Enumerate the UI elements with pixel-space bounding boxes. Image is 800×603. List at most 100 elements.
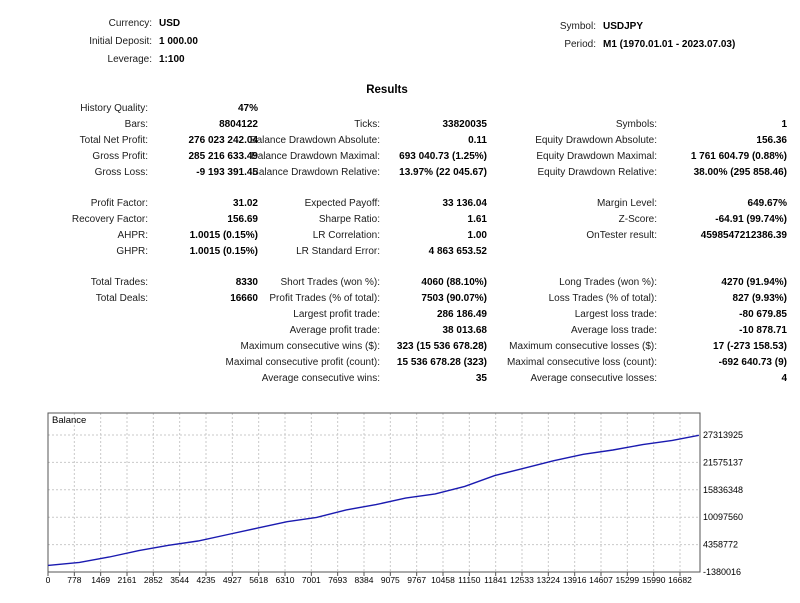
header-label: Period: xyxy=(564,38,596,50)
x-axis-label: 14607 xyxy=(589,575,613,585)
stat-label: Average consecutive losses: xyxy=(530,372,657,384)
x-axis-label: 9767 xyxy=(407,575,426,585)
stat-label: Equity Drawdown Absolute: xyxy=(535,134,657,146)
stat-label: Balance Drawdown Relative: xyxy=(252,166,380,178)
stat-value: 13.97% (22 045.67) xyxy=(399,166,487,178)
chart-canvas: 27313925 21575137 15836348 10097560 4358772 -… xyxy=(46,412,743,585)
y-axis-label: 15836348 xyxy=(703,485,743,495)
stats-row: Total Net Profit: 276 023 242.04 Balance D… xyxy=(0,132,787,148)
balance-line xyxy=(47,434,700,567)
stat-label: Bars: xyxy=(124,118,148,130)
x-axis-label: 12533 xyxy=(510,575,534,585)
stat-value: 285 216 633.49 xyxy=(188,150,258,162)
stats-row: Total Trades: 8330 Short Trades (won %): 40… xyxy=(0,274,787,290)
x-axis-label: 13916 xyxy=(563,575,587,585)
stat-label: Recovery Factor: xyxy=(71,213,148,225)
stat-value: 4 xyxy=(781,372,787,384)
stat-value: 38.00% (295 858.46) xyxy=(693,166,787,178)
header-label: Initial Deposit: xyxy=(89,35,152,47)
stat-label: Z-Score: xyxy=(618,213,657,225)
chart-title: Balance xyxy=(52,415,86,426)
stat-value: 35 xyxy=(475,372,487,384)
x-axis-label: 16682 xyxy=(668,575,692,585)
header-value: 1 000.00 xyxy=(159,35,198,47)
stat-label: Total Trades: xyxy=(90,276,148,288)
stats-row: AHPR: 1.0015 (0.15%) LR Correlation: 1.00 On… xyxy=(0,227,787,243)
stats-row: Total Deals: 16660 Profit Trades (% of tot… xyxy=(0,290,787,306)
header-value: USDJPY xyxy=(603,20,644,32)
stats-block: Total Trades: 8330 Short Trades (won %): 40… xyxy=(0,274,787,386)
stat-value: -10 878.71 xyxy=(739,324,787,336)
stat-value: 323 (15 536 678.28) xyxy=(396,340,487,352)
y-axis-label: -1380016 xyxy=(703,567,741,577)
stat-value: 649.67% xyxy=(747,197,787,209)
x-axis-label: 10458 xyxy=(431,575,455,585)
stats-block: Profit Factor: 31.02 Expected Payoff: 33 13… xyxy=(0,195,787,259)
y-axis-label: 21575137 xyxy=(703,457,743,467)
stat-value: 16660 xyxy=(230,292,258,304)
stat-value: 1 xyxy=(781,118,787,130)
x-axis-label: 2161 xyxy=(118,575,137,585)
header-value: USD xyxy=(159,17,181,29)
stat-label: Maximal consecutive profit (count): xyxy=(225,356,380,368)
stat-label: Sharpe Ratio: xyxy=(318,213,380,225)
stats-row: Largest profit trade: 286 186.49 Largest l… xyxy=(0,306,787,322)
stat-value: 17 (-273 158.53) xyxy=(713,340,787,352)
header-row: Leverage: 1:100 xyxy=(0,50,198,68)
stats-row: Recovery Factor: 156.69 Sharpe Ratio: 1.61 Z… xyxy=(0,211,787,227)
stat-value: 1.0015 (0.15%) xyxy=(189,245,258,257)
x-axis-label: 778 xyxy=(67,575,81,585)
stat-value: 4598547212386.39 xyxy=(700,229,787,241)
stat-value: 827 (9.93%) xyxy=(732,292,787,304)
header-label: Leverage: xyxy=(107,53,152,65)
header-right: Symbol: USDJPY Period: M1 (1970.01.01 - 202… xyxy=(468,17,735,53)
stats-row: Gross Profit: 285 216 633.49 Balance Drawd… xyxy=(0,148,787,164)
stat-value: 156.36 xyxy=(756,134,787,146)
stats-row: Profit Factor: 31.02 Expected Payoff: 33 13… xyxy=(0,195,787,211)
stat-value: 15 536 678.28 (323) xyxy=(396,356,487,368)
stat-value: 4270 (91.94%) xyxy=(721,276,787,288)
stat-label: GHPR: xyxy=(116,245,148,257)
stat-value: 276 023 242.04 xyxy=(188,134,258,146)
stat-value: 4060 (88.10%) xyxy=(421,276,487,288)
x-axis-label: 11841 xyxy=(484,575,507,585)
x-axis-label: 3544 xyxy=(170,575,189,585)
stat-label: Long Trades (won %): xyxy=(559,276,657,288)
stat-label: LR Standard Error: xyxy=(296,245,380,257)
stat-value: 8804122 xyxy=(219,118,258,130)
stat-label: Average loss trade: xyxy=(571,324,657,336)
stat-label: Average profit trade: xyxy=(289,324,380,336)
plot-border xyxy=(47,412,701,573)
stat-value: 1.00 xyxy=(467,229,487,241)
stat-value: 286 186.49 xyxy=(436,308,487,320)
stat-value: -64.91 (99.74%) xyxy=(715,213,787,225)
stat-value: 1.61 xyxy=(467,213,487,225)
stat-label: Symbols: xyxy=(615,118,657,130)
stat-value: 8330 xyxy=(235,276,258,288)
stat-label: AHPR: xyxy=(117,229,148,241)
stat-value: 33 136.04 xyxy=(442,197,488,209)
header-value: 1:100 xyxy=(159,53,185,65)
stats-row: History Quality: 47% xyxy=(0,100,787,116)
results-title: Results xyxy=(366,84,408,96)
stats-grid: History Quality: 47% Bars: 8804122 Ticks: 338… xyxy=(0,100,787,401)
stat-label: Loss Trades (% of total): xyxy=(548,292,657,304)
stat-label: Largest loss trade: xyxy=(574,308,657,320)
y-axis-label: 10097560 xyxy=(703,512,743,522)
stats-row: Maximal consecutive profit (count): 15 53… xyxy=(0,354,787,370)
stat-label: Maximal consecutive loss (count): xyxy=(506,356,657,368)
stat-label: Expected Payoff: xyxy=(304,197,380,209)
x-axis-label: 7693 xyxy=(328,575,347,585)
stat-label: Balance Drawdown Maximal: xyxy=(251,150,380,162)
x-axis-label: 5618 xyxy=(249,575,268,585)
header-row: Currency: USD xyxy=(0,14,198,32)
stat-value: 31.02 xyxy=(232,197,258,209)
stats-row: Maximum consecutive wins ($): 323 (15 536… xyxy=(0,338,787,354)
x-axis-label: 4927 xyxy=(223,575,242,585)
stats-block: History Quality: 47% Bars: 8804122 Ticks: 338… xyxy=(0,100,787,180)
stat-value: 47% xyxy=(237,102,258,114)
stat-value: 1.0015 (0.15%) xyxy=(189,229,258,241)
stats-row: GHPR: 1.0015 (0.15%) LR Standard Error: 4 8… xyxy=(0,243,787,259)
stat-value: -9 193 391.45 xyxy=(196,166,258,178)
header-row: Period: M1 (1970.01.01 - 2023.07.03) xyxy=(468,35,735,53)
